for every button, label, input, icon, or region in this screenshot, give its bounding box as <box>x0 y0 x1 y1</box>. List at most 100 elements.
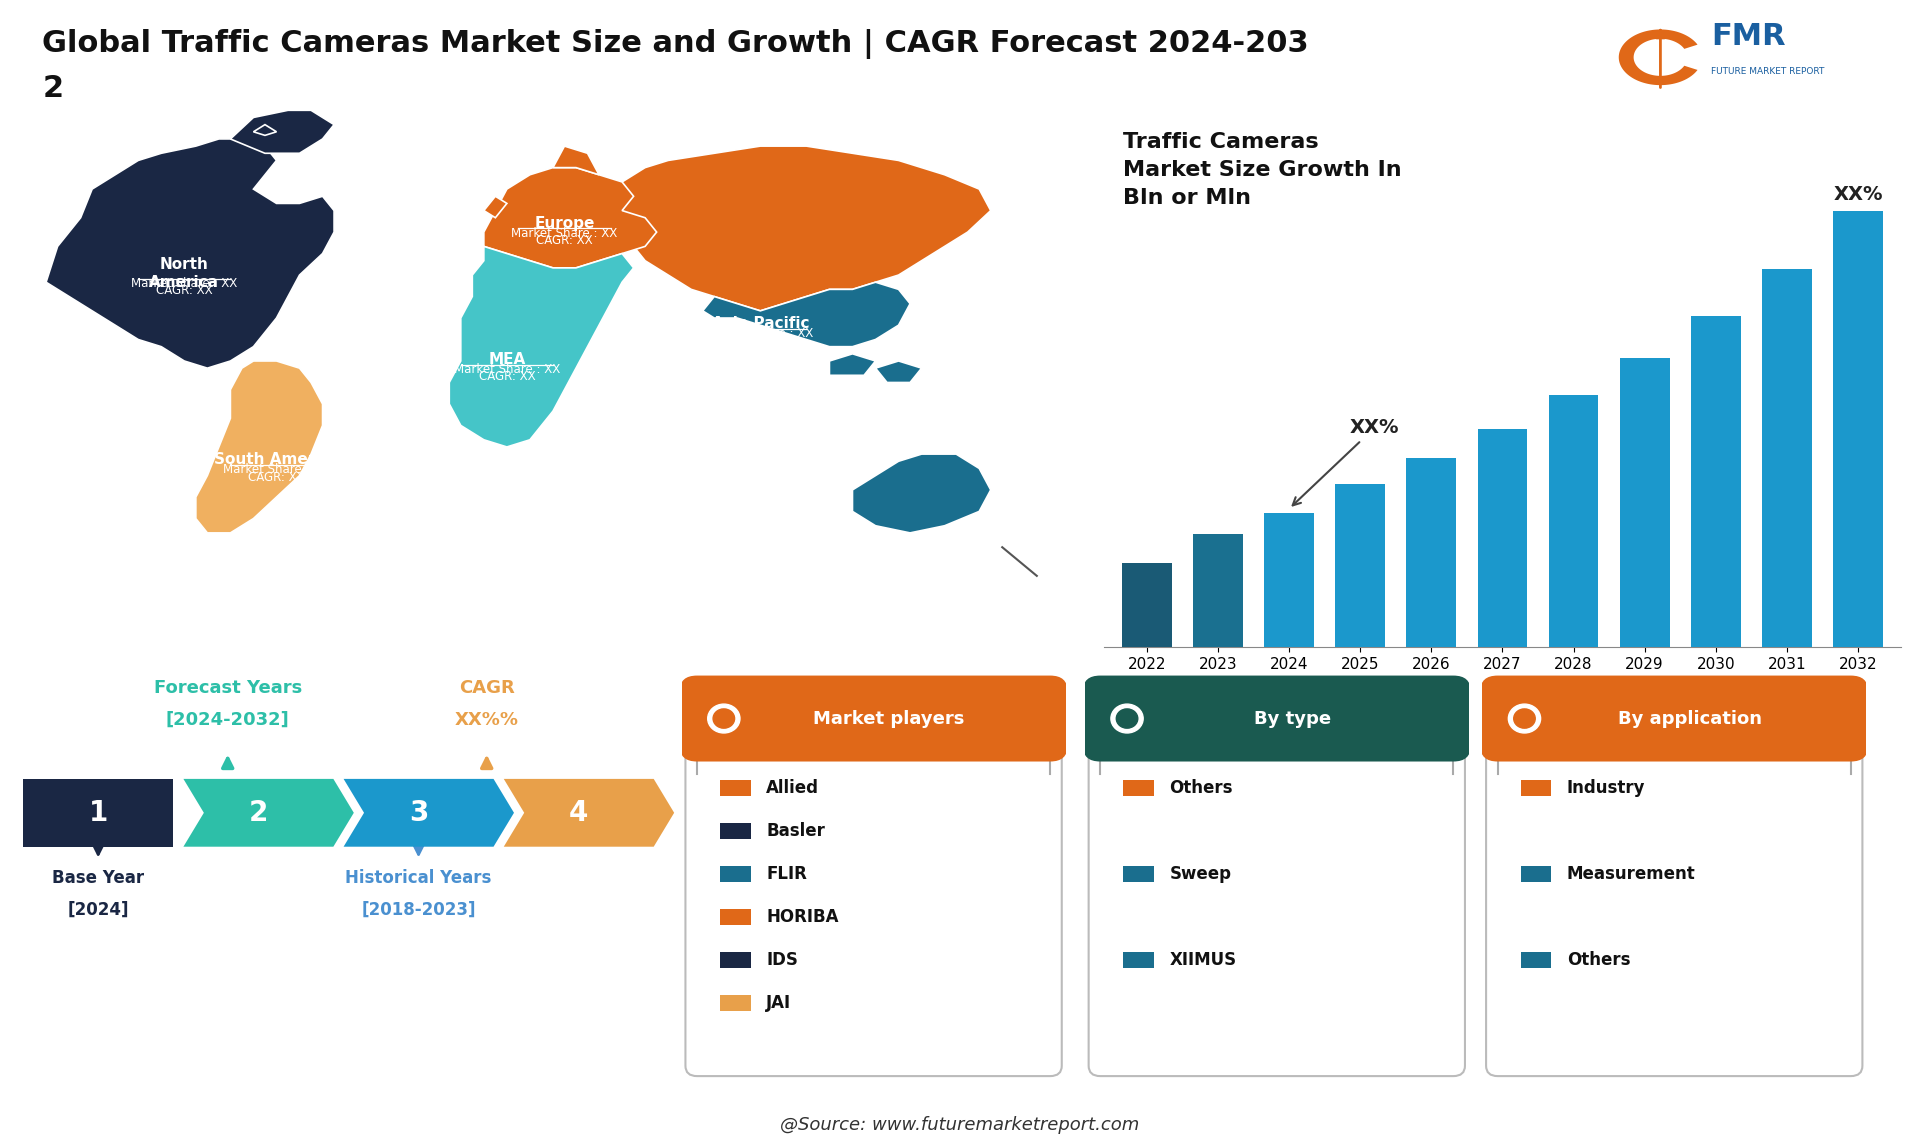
Text: Europe: Europe <box>534 215 595 231</box>
Text: [2018-2023]: [2018-2023] <box>361 901 476 919</box>
Text: Sweep: Sweep <box>1169 865 1231 884</box>
Text: CAGR: XX: CAGR: XX <box>536 234 593 248</box>
Text: Market Share : XX: Market Share : XX <box>707 328 814 340</box>
Polygon shape <box>876 361 922 383</box>
Text: HORIBA: HORIBA <box>766 909 839 926</box>
Text: Others: Others <box>1169 779 1233 798</box>
Circle shape <box>708 704 739 733</box>
Text: 1: 1 <box>88 799 108 826</box>
Text: Industry: Industry <box>1567 779 1645 798</box>
Polygon shape <box>184 779 353 847</box>
FancyBboxPatch shape <box>1083 676 1471 761</box>
Text: Global Traffic Cameras Market Size and Growth | CAGR Forecast 2024-203: Global Traffic Cameras Market Size and G… <box>42 29 1309 58</box>
Text: Market Share : XX: Market Share : XX <box>511 227 618 240</box>
Circle shape <box>1513 709 1536 728</box>
Polygon shape <box>1619 30 1697 85</box>
Circle shape <box>1112 704 1142 733</box>
Text: Asia Pacific: Asia Pacific <box>712 316 808 331</box>
Polygon shape <box>553 146 599 174</box>
Polygon shape <box>230 110 334 154</box>
Bar <box>1549 395 1599 647</box>
FancyBboxPatch shape <box>720 995 751 1011</box>
FancyBboxPatch shape <box>23 779 173 847</box>
Text: Traffic Cameras
Market Size Growth In
Bln or Mln: Traffic Cameras Market Size Growth In Bl… <box>1123 132 1402 207</box>
Polygon shape <box>196 361 323 533</box>
Text: IDS: IDS <box>766 951 799 970</box>
FancyBboxPatch shape <box>1123 780 1154 796</box>
Polygon shape <box>852 454 991 533</box>
Text: CAGR: XX: CAGR: XX <box>248 471 305 484</box>
Text: MEA: MEA <box>488 352 526 367</box>
Polygon shape <box>253 125 276 135</box>
Polygon shape <box>484 167 657 268</box>
Text: XX%%: XX%% <box>455 712 518 729</box>
FancyBboxPatch shape <box>1521 952 1551 967</box>
FancyBboxPatch shape <box>1123 866 1154 882</box>
FancyBboxPatch shape <box>1521 866 1551 882</box>
FancyBboxPatch shape <box>1480 676 1868 761</box>
Polygon shape <box>622 146 991 311</box>
Text: Basler: Basler <box>766 823 826 840</box>
FancyBboxPatch shape <box>680 676 1068 761</box>
Text: FLIR: FLIR <box>766 865 806 884</box>
Text: @Source: www.futuremarketreport.com: @Source: www.futuremarketreport.com <box>780 1116 1140 1135</box>
Polygon shape <box>46 139 334 368</box>
FancyBboxPatch shape <box>720 780 751 796</box>
FancyBboxPatch shape <box>1521 780 1551 796</box>
Text: XIIMUS: XIIMUS <box>1169 951 1236 970</box>
FancyBboxPatch shape <box>720 866 751 882</box>
Bar <box>1121 564 1171 647</box>
Text: CAGR: XX: CAGR: XX <box>156 284 213 297</box>
FancyBboxPatch shape <box>720 952 751 967</box>
Bar <box>1620 358 1670 647</box>
Text: Base Year: Base Year <box>52 870 144 887</box>
Polygon shape <box>703 282 910 346</box>
Text: Allied: Allied <box>766 779 820 798</box>
Text: CAGR: XX: CAGR: XX <box>478 370 536 383</box>
Text: Forecast Years: Forecast Years <box>154 680 301 698</box>
Text: North
America: North America <box>150 258 219 290</box>
Text: XX%: XX% <box>1292 418 1400 505</box>
Text: FUTURE MARKET REPORT: FUTURE MARKET REPORT <box>1711 68 1824 77</box>
Text: Others: Others <box>1567 951 1630 970</box>
Bar <box>1192 534 1242 647</box>
Text: CAGR: CAGR <box>459 680 515 698</box>
Text: Market Share : XX: Market Share : XX <box>453 363 561 376</box>
Text: 4: 4 <box>568 799 588 826</box>
Circle shape <box>712 709 735 728</box>
Polygon shape <box>503 779 674 847</box>
Circle shape <box>1509 704 1540 733</box>
Text: 2: 2 <box>250 799 269 826</box>
FancyBboxPatch shape <box>720 910 751 925</box>
Polygon shape <box>449 246 634 447</box>
Bar <box>1405 458 1455 647</box>
Bar <box>1263 513 1313 647</box>
Text: XX%: XX% <box>1834 186 1884 204</box>
FancyBboxPatch shape <box>720 823 751 839</box>
Bar <box>1478 429 1526 647</box>
Text: By application: By application <box>1617 709 1763 728</box>
Bar <box>1763 269 1812 647</box>
Text: Market players: Market players <box>814 709 964 728</box>
Text: JAI: JAI <box>766 995 791 1012</box>
Text: 2: 2 <box>42 74 63 103</box>
Text: Market Share : XX: Market Share : XX <box>223 463 330 477</box>
Polygon shape <box>344 779 515 847</box>
Text: Market Share : XX: Market Share : XX <box>131 277 238 290</box>
Text: [2024-2032]: [2024-2032] <box>165 712 290 729</box>
Text: 3: 3 <box>409 799 428 826</box>
Bar <box>1692 315 1741 647</box>
Text: Measurement: Measurement <box>1567 865 1695 884</box>
FancyBboxPatch shape <box>1123 952 1154 967</box>
Text: CAGR: XX: CAGR: XX <box>732 335 789 347</box>
Bar <box>1334 484 1384 647</box>
Circle shape <box>1116 709 1139 728</box>
Text: By type: By type <box>1254 709 1331 728</box>
Text: [2024]: [2024] <box>67 901 129 919</box>
Text: FMR: FMR <box>1711 22 1786 52</box>
Bar <box>1834 211 1884 647</box>
Polygon shape <box>829 354 876 376</box>
Text: Historical Years: Historical Years <box>346 870 492 887</box>
Text: South America: South America <box>213 453 340 468</box>
Polygon shape <box>484 196 507 218</box>
